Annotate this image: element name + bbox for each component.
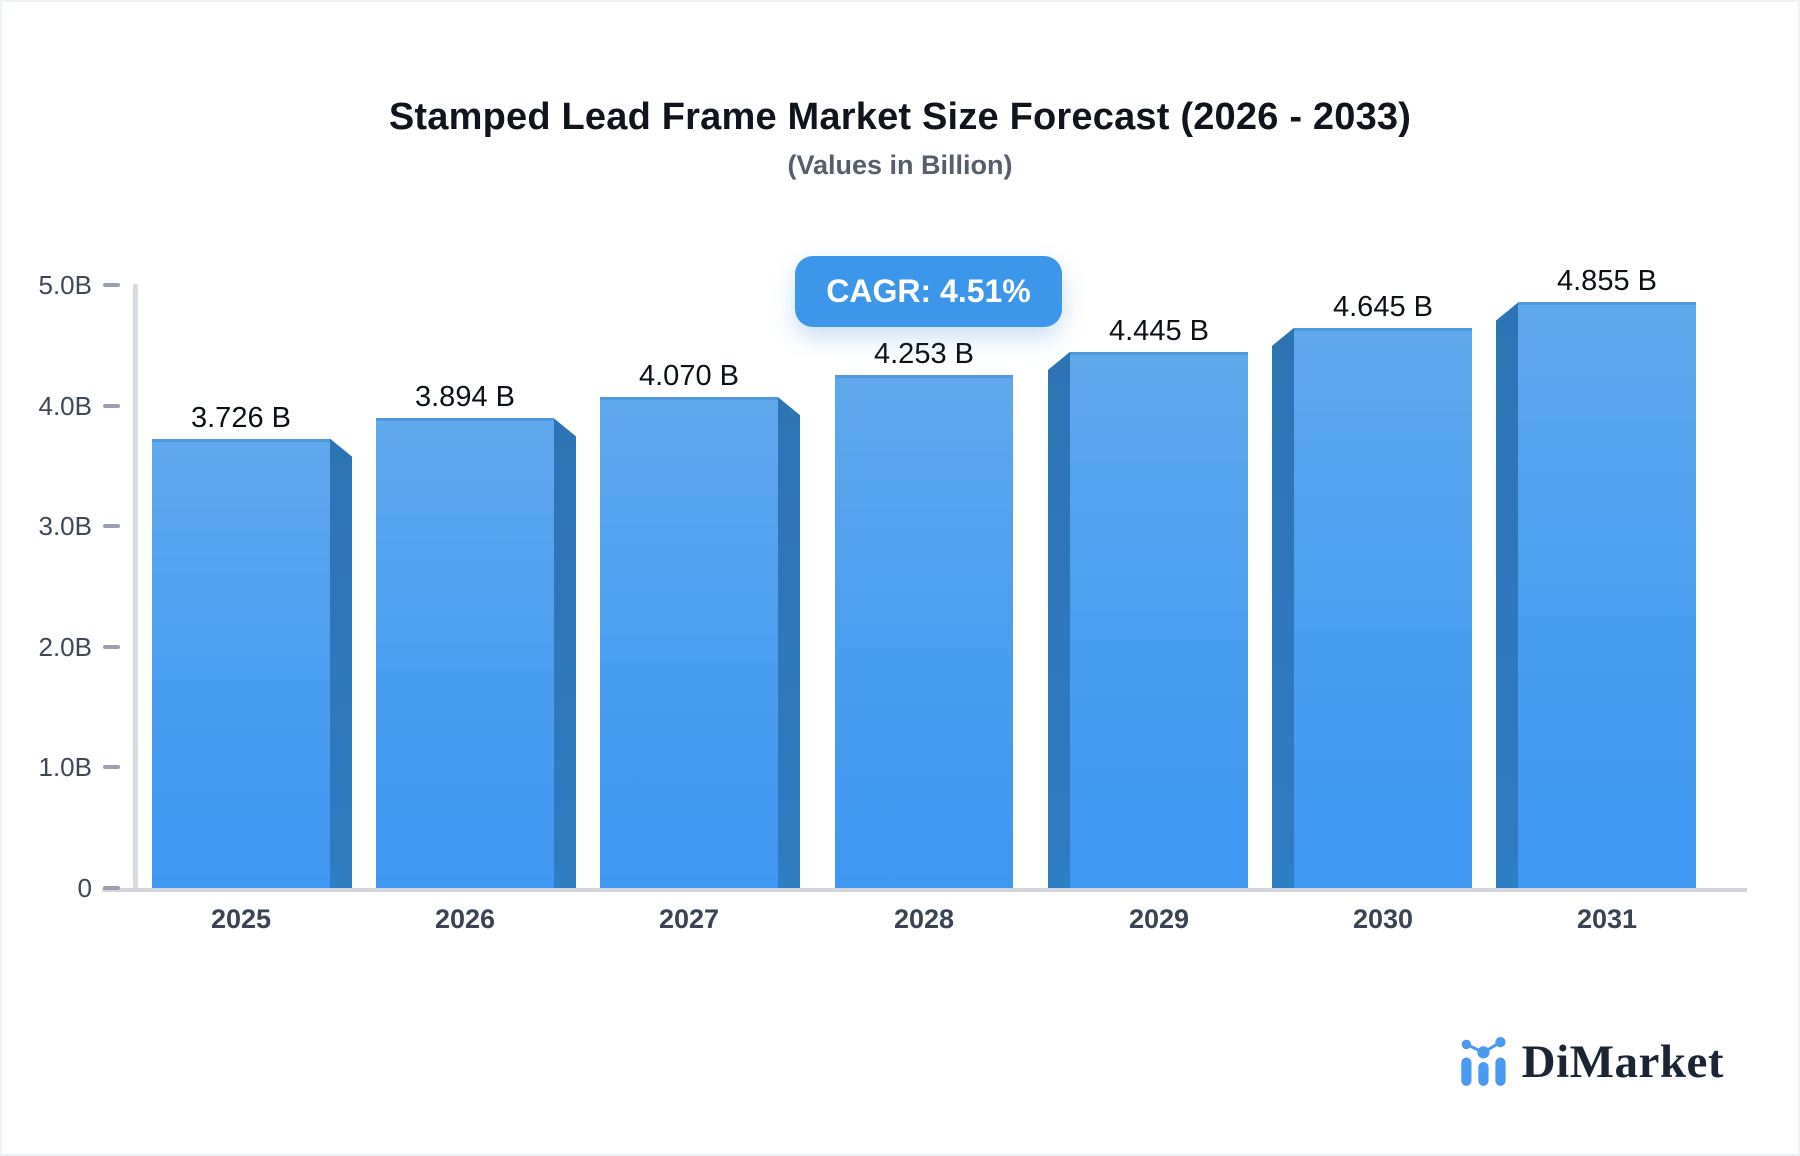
y-tick-dash xyxy=(103,283,120,287)
dimarket-logo-icon xyxy=(1460,1037,1506,1086)
y-tick-label: 1.0B xyxy=(38,752,93,783)
bar-value-label: 3.726 B xyxy=(191,401,291,434)
x-axis-label: 2029 xyxy=(1128,904,1190,934)
cagr-badge: CAGR: 4.51% xyxy=(795,256,1062,327)
bar-2031 xyxy=(1518,302,1696,888)
y-tick-dash xyxy=(103,886,120,890)
y-tick-label: 5.0B xyxy=(38,270,93,300)
bar-side xyxy=(1048,351,1070,888)
x-axis-label: 2030 xyxy=(1352,904,1414,934)
bar-2025 xyxy=(152,438,330,888)
bar-value-label: 3.894 B xyxy=(415,381,515,414)
x-axis-label: 2025 xyxy=(210,904,272,934)
bar-2028 xyxy=(835,375,1013,888)
x-axis-label: 2026 xyxy=(434,904,496,934)
y-tick-label: 3.0B xyxy=(38,511,93,542)
y-axis-line xyxy=(133,284,138,891)
dimarket-logo: DiMarket xyxy=(1459,1035,1724,1089)
bar-side xyxy=(1272,327,1294,888)
bar-2026 xyxy=(376,418,554,888)
y-tick-dash xyxy=(103,403,120,408)
bar-side xyxy=(778,397,800,888)
bar-value-label: 4.070 B xyxy=(639,360,739,393)
bar-2030 xyxy=(1294,327,1472,888)
bar-side xyxy=(330,438,352,888)
x-axis-label: 2027 xyxy=(658,904,720,934)
bar-2027 xyxy=(600,397,778,888)
y-tick-dash xyxy=(103,765,120,770)
bar-2029 xyxy=(1070,351,1248,888)
chart-title: Stamped Lead Frame Market Size Forecast … xyxy=(388,96,1412,138)
x-axis-label: 2031 xyxy=(1576,904,1638,934)
y-tick-label: 2.0B xyxy=(38,631,93,662)
bar-value-label: 4.253 B xyxy=(874,338,974,371)
y-tick-dash xyxy=(103,524,120,529)
x-axis-line xyxy=(102,888,1747,892)
bar-side xyxy=(554,418,576,888)
bar-side xyxy=(1496,302,1518,888)
y-tick-label: 0 xyxy=(77,873,92,903)
y-tick-dash xyxy=(103,644,120,649)
dimarket-logo-text: DiMarket xyxy=(1521,1036,1724,1088)
x-axis-label: 2028 xyxy=(893,904,955,934)
chart-subtitle: (Values in Billion) xyxy=(787,150,1013,180)
y-tick-label: 4.0B xyxy=(38,390,93,421)
bar-value-label: 4.445 B xyxy=(1109,314,1209,347)
bar-value-label: 4.855 B xyxy=(1557,265,1657,298)
bar-value-label: 4.645 B xyxy=(1333,290,1433,323)
